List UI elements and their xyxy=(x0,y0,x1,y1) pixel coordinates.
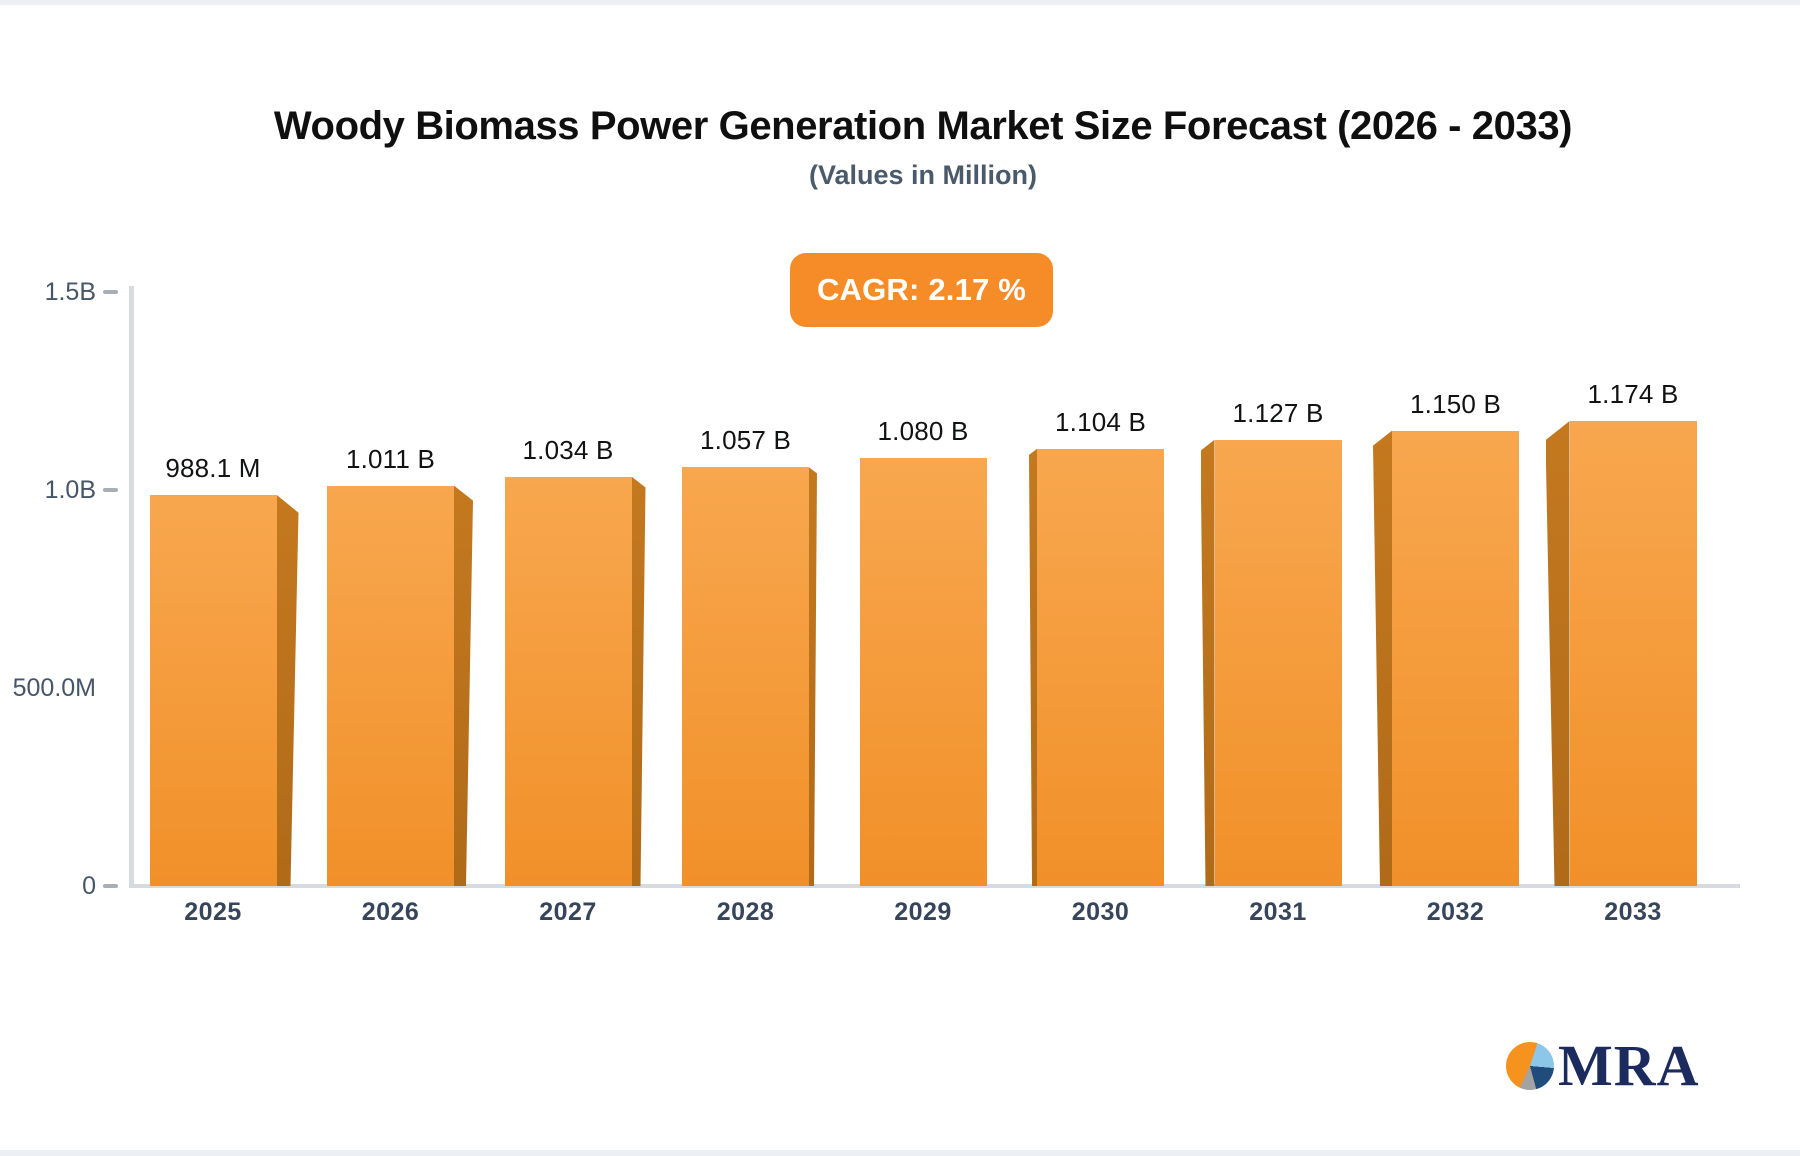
bar-face xyxy=(859,458,987,886)
bar-group-2025 xyxy=(149,494,299,886)
pie-chart-logo-icon xyxy=(1506,1042,1554,1090)
bar-side-face xyxy=(454,485,473,886)
cagr-badge: CAGR: 2.17 % xyxy=(790,253,1053,327)
bar-group-2028 xyxy=(682,467,817,886)
page-title: Woody Biomass Power Generation Market Si… xyxy=(273,104,1573,148)
bar-group-2030 xyxy=(1029,448,1164,886)
bottom-edge-strip xyxy=(0,1150,1800,1156)
bar-side-face xyxy=(1029,448,1037,886)
x-axis-baseline xyxy=(129,884,1740,888)
x-axis-label: 2030 xyxy=(1071,898,1130,926)
bar-group-2032 xyxy=(1373,430,1519,886)
x-axis-label: 2033 xyxy=(1604,898,1662,926)
y-axis-tick-label: 0 xyxy=(82,872,96,900)
bar-face xyxy=(327,485,454,886)
bar-side-face xyxy=(809,467,817,886)
bar-face xyxy=(149,494,277,886)
chart-header: Woody Biomass Power Generation Market Si… xyxy=(46,104,1800,190)
bar-value-label: 988.1 M xyxy=(165,452,261,483)
x-axis-label: 2032 xyxy=(1426,898,1485,926)
bar-value-label: 1.104 B xyxy=(1054,406,1147,437)
x-axis-label: 2031 xyxy=(1249,898,1307,926)
bar-face xyxy=(682,467,809,886)
bar-value-label: 1.127 B xyxy=(1232,397,1324,428)
bar-side-face xyxy=(1373,430,1392,886)
y-axis-tick-label: 500.0M xyxy=(12,674,96,702)
y-axis-tick-label: 1.0B xyxy=(44,476,96,504)
bar-value-label: 1.080 B xyxy=(877,416,969,447)
bar-side-face xyxy=(1545,421,1570,886)
bar-value-label: 1.057 B xyxy=(699,425,792,456)
bar-group-2031 xyxy=(1200,439,1342,886)
bar-face xyxy=(1214,439,1342,886)
bar-face xyxy=(1392,430,1519,886)
y-axis-line xyxy=(129,286,134,886)
bar-side-face xyxy=(276,494,299,886)
logo-text: MRA xyxy=(1558,1033,1700,1098)
bar-face xyxy=(1037,448,1164,886)
bar-group-2029 xyxy=(859,458,987,886)
y-axis-tick-dash xyxy=(103,488,118,492)
x-axis-label: 2026 xyxy=(361,898,420,926)
page-subtitle: (Values in Million) xyxy=(808,160,1038,190)
bar-group-2027 xyxy=(504,476,646,886)
bar-group-2026 xyxy=(327,485,473,886)
y-axis-tick-dash xyxy=(103,290,118,294)
y-axis-tick-label: 1.5B xyxy=(44,278,96,306)
bar-value-label: 1.174 B xyxy=(1587,379,1679,410)
bar-face xyxy=(504,476,632,886)
bar-side-face xyxy=(1200,439,1215,886)
brand-logo: MRA xyxy=(1506,1033,1700,1098)
bar-side-face xyxy=(631,476,646,886)
bar-group-2033 xyxy=(1545,421,1697,886)
bar-value-label: 1.034 B xyxy=(522,434,614,465)
top-edge-strip xyxy=(0,0,1800,5)
x-axis-label: 2027 xyxy=(539,898,597,926)
x-axis-label: 2025 xyxy=(184,898,242,926)
x-axis-label: 2029 xyxy=(894,898,952,926)
y-axis-tick-dash xyxy=(103,884,118,888)
bar-value-label: 1.011 B xyxy=(345,443,436,474)
bar-face xyxy=(1569,421,1697,886)
x-axis-label: 2028 xyxy=(716,898,775,926)
bar-value-label: 1.150 B xyxy=(1409,388,1502,419)
